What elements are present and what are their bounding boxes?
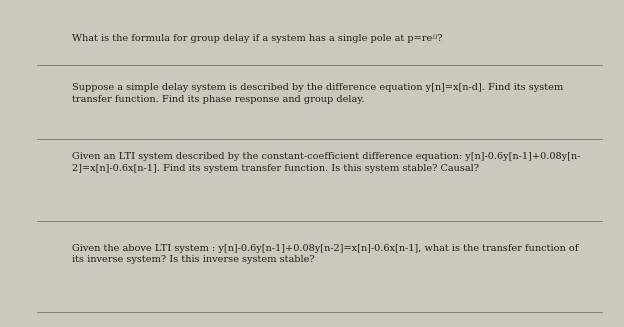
- Text: Suppose a simple delay system is described by the difference equation y[n]=x[n-d: Suppose a simple delay system is describ…: [72, 83, 563, 104]
- Text: Given the above LTI system : y[n]-0.6y[n-1]+0.08y[n-2]=x[n]-0.6x[n-1], what is t: Given the above LTI system : y[n]-0.6y[n…: [72, 244, 578, 265]
- Text: What is the formula for group delay if a system has a single pole at p=reʲʲ?: What is the formula for group delay if a…: [72, 34, 442, 43]
- Text: Given an LTI system described by the constant-coefficient difference equation: y: Given an LTI system described by the con…: [72, 152, 580, 173]
